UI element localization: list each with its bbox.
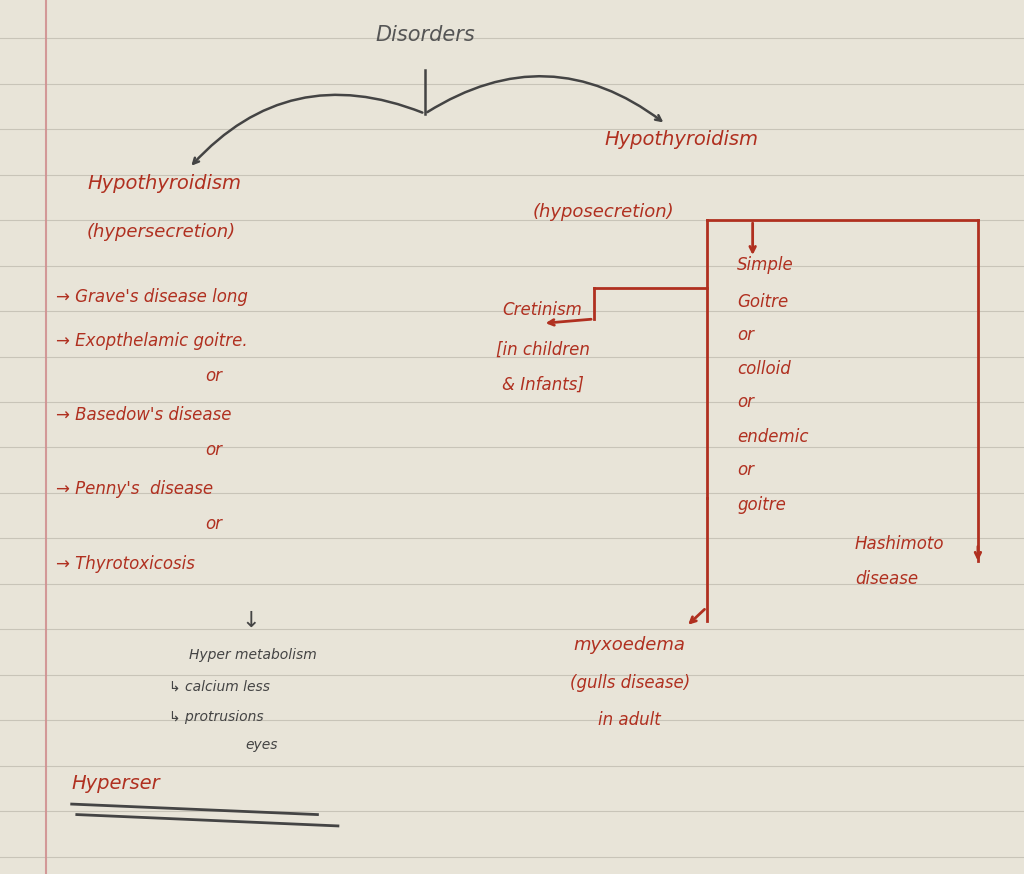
- Text: Disorders: Disorders: [375, 25, 475, 45]
- Text: Hypothyroidism: Hypothyroidism: [604, 130, 758, 149]
- Text: colloid: colloid: [737, 360, 791, 378]
- Text: eyes: eyes: [246, 738, 279, 752]
- Text: (gulls disease): (gulls disease): [569, 675, 690, 692]
- Text: Goitre: Goitre: [737, 293, 788, 310]
- Text: → Thyrotoxicosis: → Thyrotoxicosis: [56, 555, 196, 572]
- Text: & Infants]: & Infants]: [502, 376, 584, 393]
- Text: (hyposecretion): (hyposecretion): [532, 203, 674, 220]
- Text: → Penny's  disease: → Penny's disease: [56, 481, 213, 498]
- Text: Hypothyroidism: Hypothyroidism: [87, 174, 241, 193]
- Text: → Basedow's disease: → Basedow's disease: [56, 406, 231, 424]
- Text: Hashimoto: Hashimoto: [855, 535, 944, 552]
- Text: or: or: [737, 461, 755, 479]
- Text: → Grave's disease long: → Grave's disease long: [56, 288, 248, 306]
- Text: or: or: [205, 367, 222, 385]
- Text: ↓: ↓: [242, 611, 260, 630]
- Text: Simple: Simple: [737, 256, 794, 274]
- Text: endemic: endemic: [737, 428, 809, 446]
- Text: [in children: [in children: [496, 341, 590, 358]
- Text: → Exopthelamic goitre.: → Exopthelamic goitre.: [56, 332, 248, 350]
- Text: Hyperser: Hyperser: [72, 774, 161, 794]
- Text: disease: disease: [855, 570, 919, 587]
- Text: myxoedema: myxoedema: [573, 636, 686, 654]
- Text: or: or: [205, 516, 222, 533]
- Text: Hyper metabolism: Hyper metabolism: [189, 649, 317, 662]
- Text: ↳ protrusions: ↳ protrusions: [169, 710, 263, 724]
- Text: or: or: [737, 326, 755, 343]
- Text: ↳ calcium less: ↳ calcium less: [169, 679, 270, 693]
- Text: goitre: goitre: [737, 496, 786, 514]
- Text: (hypersecretion): (hypersecretion): [87, 223, 237, 240]
- Text: Cretinism: Cretinism: [503, 302, 583, 319]
- Text: or: or: [737, 393, 755, 411]
- Text: in adult: in adult: [598, 711, 662, 729]
- Text: or: or: [205, 441, 222, 459]
